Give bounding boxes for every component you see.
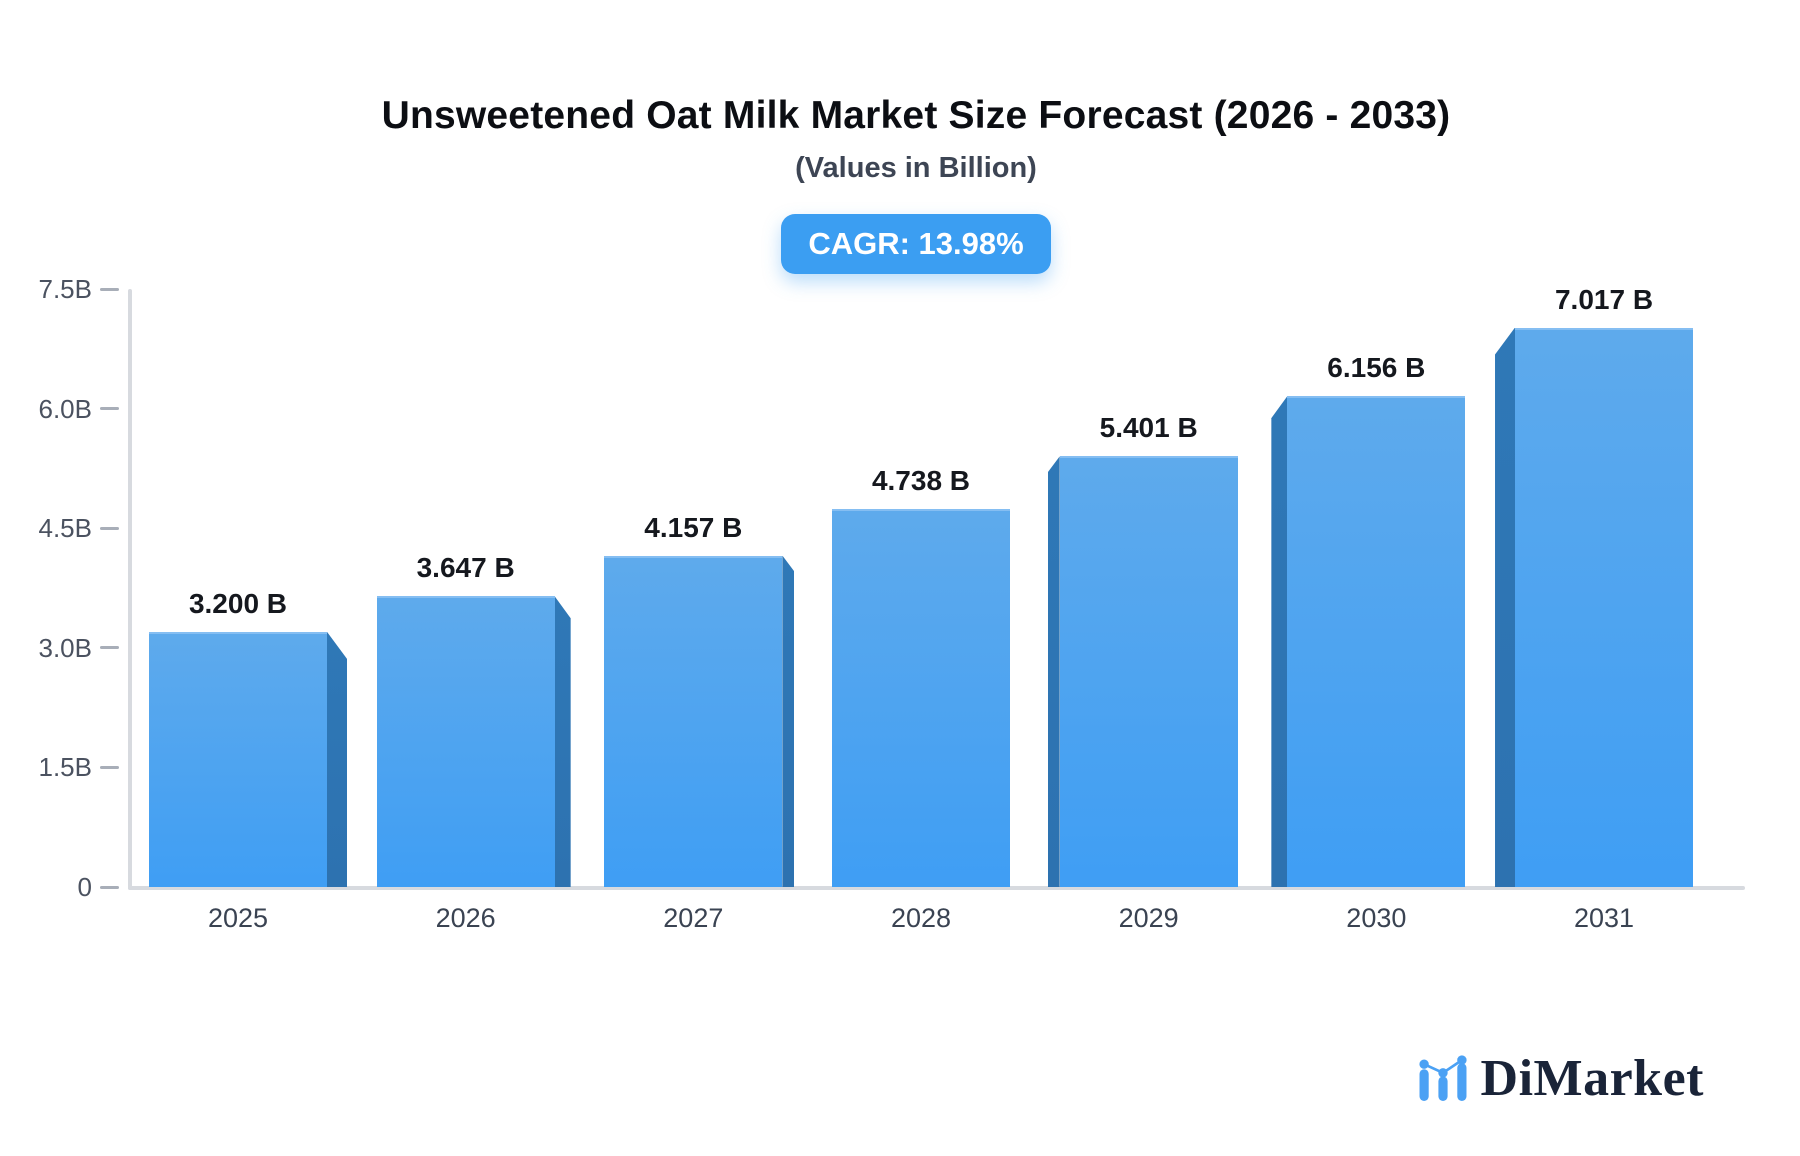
- bar-2028: [832, 509, 1010, 887]
- x-tick-label: 2028: [890, 903, 952, 933]
- y-tick-dash: [100, 765, 119, 769]
- bar-value-label: 7.017 B: [1554, 283, 1654, 315]
- y-tick-dash: [100, 407, 119, 411]
- bar-face: [1287, 396, 1466, 887]
- bar-value-label: 5.401 B: [1099, 412, 1198, 444]
- bar-value-label: 4.157 B: [644, 511, 743, 543]
- bar-value-label: 6.156 B: [1327, 352, 1426, 384]
- y-tick-dash: [100, 646, 119, 650]
- bar-face: [1059, 456, 1238, 887]
- x-tick-label: 2026: [435, 903, 496, 933]
- bar-2030: [1271, 396, 1466, 887]
- bar-value-label: 3.200 B: [188, 587, 288, 619]
- y-tick-dash: [100, 885, 119, 889]
- bar-2029: [1047, 456, 1238, 887]
- bar-side-face: [327, 631, 347, 887]
- chart-heading: Unsweetened Oat Milk Market Size Forecas…: [16, 0, 1800, 274]
- y-tick-dash: [100, 526, 119, 530]
- y-tick-label: 4.5B: [38, 513, 93, 544]
- y-tick-label: 7.5B: [38, 274, 93, 304]
- cagr-badge: CAGR: 13.98%: [781, 213, 1051, 274]
- x-tick-label: 2025: [207, 903, 269, 933]
- brand-logo: DiMarket: [1418, 1049, 1704, 1108]
- brand-name: DiMarket: [1480, 1050, 1704, 1107]
- chart-title: Unsweetened Oat Milk Market Size Forecas…: [381, 94, 1451, 137]
- bar-face: [149, 631, 327, 887]
- x-tick-label: 2029: [1118, 903, 1179, 933]
- y-tick-dash: [100, 287, 119, 291]
- x-tick-label: 2031: [1573, 903, 1635, 933]
- bar-2031: [1495, 327, 1694, 887]
- bar-2027: [604, 555, 795, 887]
- bar-face: [1515, 327, 1694, 887]
- bar-side-face: [782, 555, 795, 887]
- bar-face: [376, 596, 555, 887]
- bar-side-face: [1271, 396, 1288, 887]
- bar-value-label: 4.738 B: [871, 465, 971, 497]
- x-axis-line: [128, 886, 1745, 890]
- mini-bar-chart-icon: [1418, 1054, 1467, 1101]
- bar-face: [604, 555, 783, 887]
- y-tick-label: 0: [77, 872, 92, 902]
- bar-side-face: [554, 596, 571, 887]
- chart-subtitle: (Values in Billion): [795, 151, 1037, 184]
- bar-side-face: [1495, 327, 1516, 887]
- y-tick-label: 1.5B: [38, 752, 93, 783]
- y-tick-label: 3.0B: [38, 632, 93, 663]
- bar-side-face: [1047, 456, 1060, 887]
- y-tick-label: 6.0B: [38, 393, 93, 424]
- bar-face: [832, 509, 1010, 887]
- bar-2026: [376, 596, 571, 887]
- x-tick-label: 2030: [1346, 903, 1407, 933]
- bar-2025: [149, 631, 347, 887]
- x-tick-label: 2027: [663, 903, 724, 933]
- y-axis-line: [128, 289, 132, 890]
- bar-value-label: 3.647 B: [416, 552, 515, 584]
